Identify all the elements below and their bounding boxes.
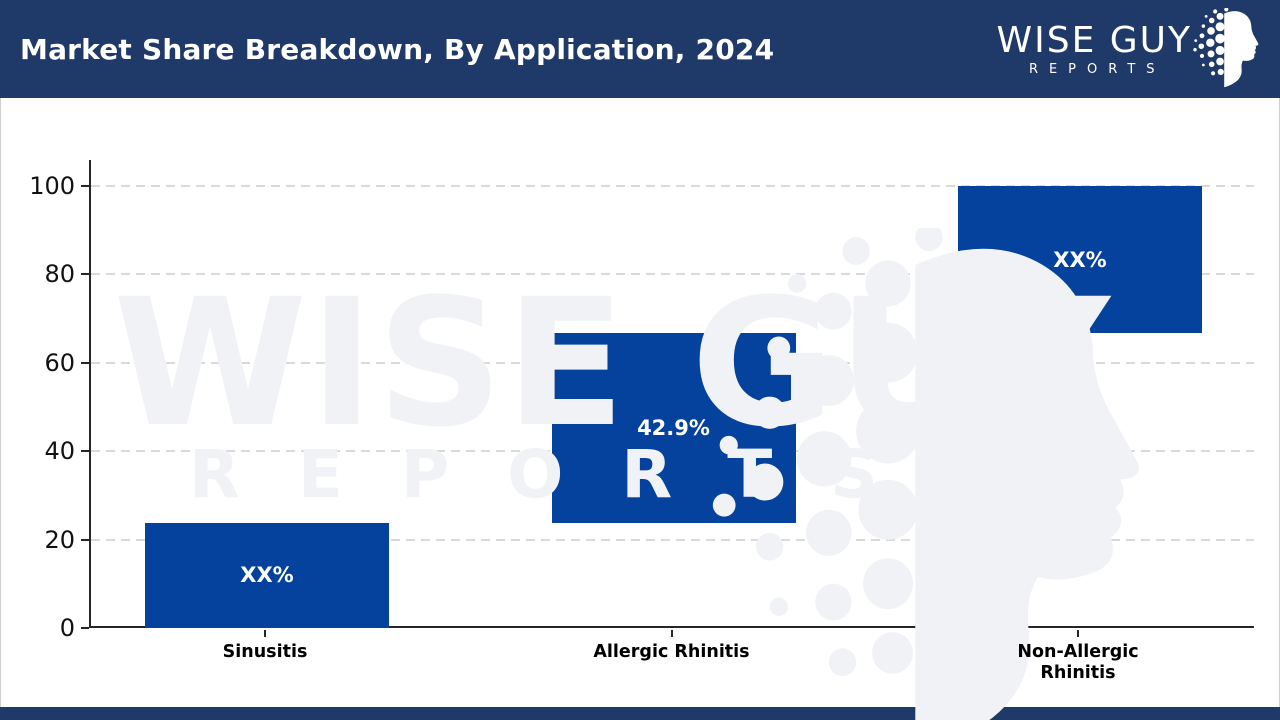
chart-canvas: WISE GUY REPORTS XX% 42.9% XX% 0 20 40 60 80 10… bbox=[0, 98, 1280, 720]
y-tick-label: 100 bbox=[29, 172, 75, 200]
y-tick-mark bbox=[81, 627, 89, 629]
bar-value-label: XX% bbox=[240, 563, 294, 588]
brand-wordmark: WISE GUY REPORTS bbox=[996, 19, 1193, 77]
y-tick-mark bbox=[81, 361, 89, 364]
brand-name: WISE GUY bbox=[996, 19, 1192, 61]
x-tick-mark bbox=[264, 630, 266, 637]
grid-line bbox=[91, 538, 1254, 541]
x-tick-mark bbox=[670, 630, 673, 637]
bar-allergic-rhinitis: 42.9% bbox=[551, 333, 796, 523]
y-tick-label: 80 bbox=[44, 260, 75, 289]
bar-sinusitis: XX% bbox=[145, 522, 389, 628]
grid-line bbox=[91, 273, 1254, 276]
bar-value-label: 42.9% bbox=[637, 415, 710, 440]
y-tick-mark bbox=[81, 273, 89, 276]
header-bar: Market Share Breakdown, By Application, … bbox=[0, 0, 1280, 98]
y-tick-mark bbox=[81, 450, 89, 453]
category-label: Sinusitis bbox=[222, 642, 308, 662]
brand-face-icon bbox=[1193, 8, 1259, 88]
chart-title: Market Share Breakdown, By Application, … bbox=[20, 32, 775, 66]
category-label: Allergic Rhinitis bbox=[593, 642, 750, 662]
grid-line bbox=[91, 185, 1254, 187]
bar-value-label: XX% bbox=[1053, 247, 1107, 272]
category-label: Non-Allergic Rhinitis bbox=[1017, 642, 1139, 683]
y-tick-label: 40 bbox=[44, 437, 75, 466]
x-tick-mark bbox=[1077, 630, 1079, 637]
brand-subtitle: REPORTS bbox=[1028, 61, 1166, 77]
y-tick-mark bbox=[81, 185, 89, 187]
y-tick-label: 20 bbox=[44, 525, 75, 554]
bars-layer: XX% 42.9% XX% bbox=[91, 160, 1254, 628]
brand-logo: WISE GUY REPORTS bbox=[997, 8, 1267, 90]
y-tick-label: 0 bbox=[59, 614, 75, 642]
y-tick-label: 60 bbox=[44, 348, 75, 377]
plot-area: XX% 42.9% XX% bbox=[89, 160, 1254, 628]
y-tick-mark bbox=[81, 538, 89, 541]
